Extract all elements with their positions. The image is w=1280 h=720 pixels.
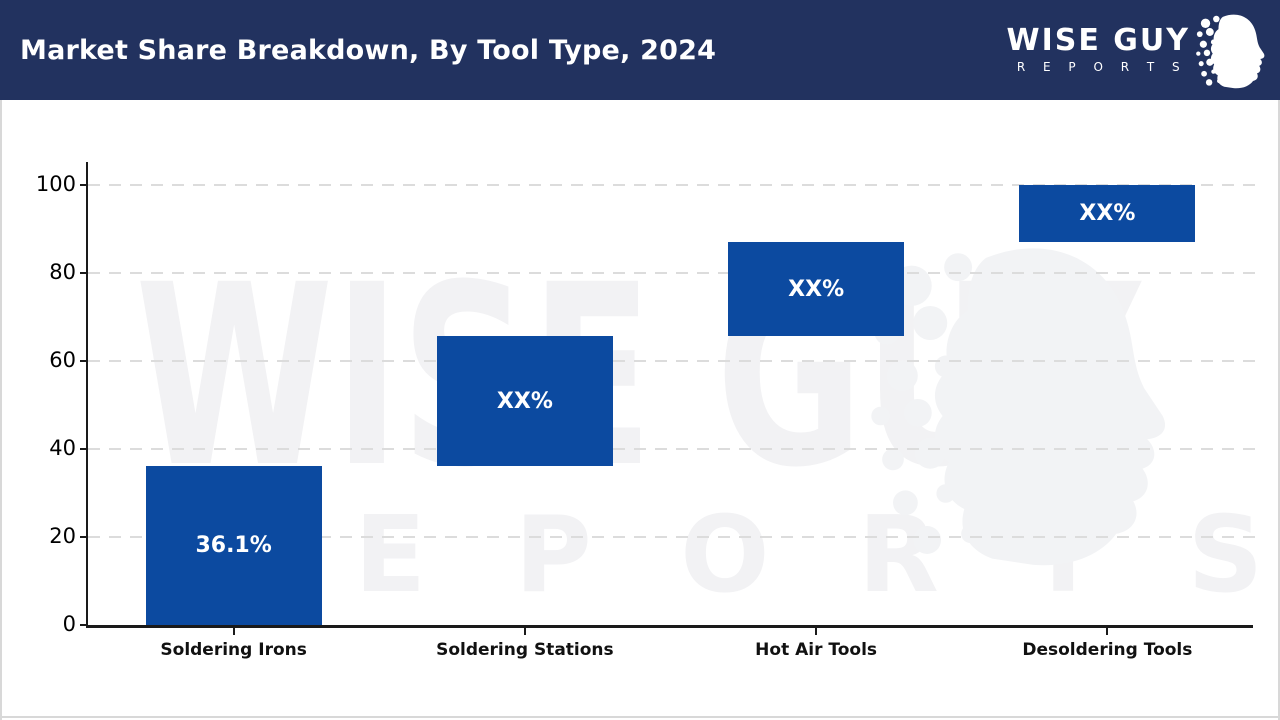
header-bar: Market Share Breakdown, By Tool Type, 20… [0,0,1280,100]
waterfall-bar: XX% [728,242,905,336]
y-axis-tick-label: 40 [49,436,76,460]
x-axis-line [86,625,1253,628]
gridline [88,536,1261,538]
x-axis-tick-label: Soldering Stations [436,640,614,660]
page-title: Market Share Breakdown, By Tool Type, 20… [20,34,717,66]
y-axis-tick [80,272,88,274]
y-axis-tick-label: 60 [49,348,76,372]
y-axis-tick [80,184,88,186]
x-axis-tick [232,628,235,635]
logo-wordmark: WISE GUY [1006,23,1190,58]
y-axis-tick [80,360,88,362]
gridline [88,448,1261,450]
waterfall-bar: XX% [436,335,613,467]
waterfall-bar: 36.1% [145,466,322,625]
left-border [0,100,2,720]
logo-text: WISE GUY R E P O R T S [1006,23,1190,75]
gridline [88,360,1261,362]
x-axis-tick-label: Desoldering Tools [1022,640,1193,660]
bar-value-label: XX% [1079,201,1136,227]
x-axis-tick-label: Soldering Irons [160,640,307,660]
y-axis-tick-label: 100 [35,172,76,196]
x-axis-tick [1106,628,1109,635]
gridline [88,272,1261,274]
right-border [1278,100,1280,720]
gridline [88,184,1261,186]
y-axis-tick [80,448,88,450]
y-axis-tick [80,536,88,538]
y-axis-tick [80,624,88,626]
bar-value-label: 36.1% [195,533,272,559]
logo-head-icon [1196,14,1265,89]
y-axis-line [86,162,88,628]
x-axis-tick [523,628,526,635]
bar-value-label: XX% [788,276,845,302]
logo-subtitle: R E P O R T S [1016,60,1187,74]
y-axis-tick-label: 0 [62,612,76,636]
x-axis-tick [815,628,818,635]
y-axis-tick-label: 80 [49,260,76,284]
watermark-face-icon [871,248,1166,566]
bottom-border [0,716,1280,718]
waterfall-bar: XX% [1019,185,1196,243]
x-axis-tick-label: Hot Air Tools [755,640,878,660]
wiseguy-logo: WISE GUY R E P O R T S [1006,8,1266,92]
bar-value-label: XX% [496,388,553,414]
y-axis-tick-label: 20 [49,524,76,548]
